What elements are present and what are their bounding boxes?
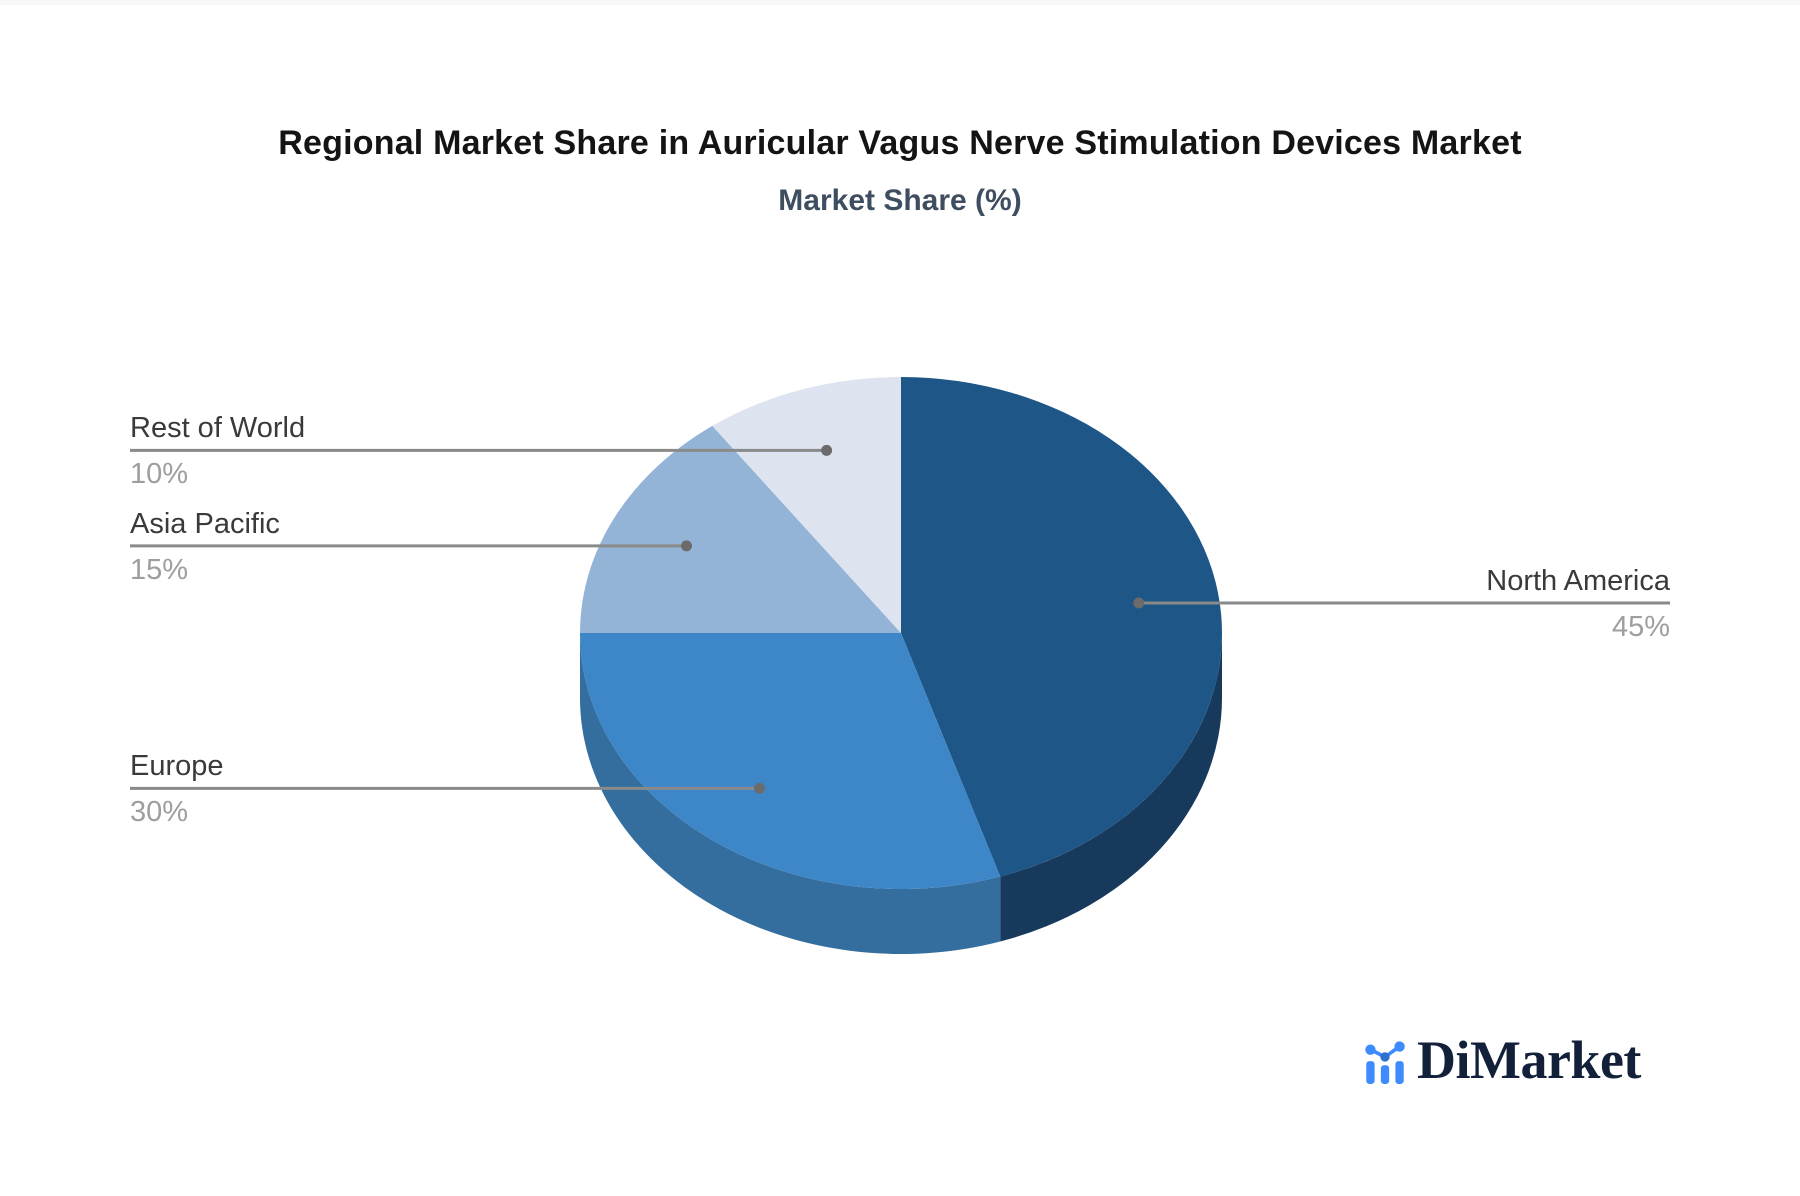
chart-title: Regional Market Share in Auricular Vagus… <box>278 124 1522 162</box>
slice-label-asia-pacific: Asia Pacific <box>130 507 280 540</box>
pie-slice-rest-of-world[interactable] <box>712 377 901 633</box>
slice-percent-north-america: 45% <box>1611 610 1670 643</box>
slice-label-europe: Europe <box>130 750 224 783</box>
page-top-edge <box>0 0 1800 5</box>
pie-slice-asia-pacific[interactable] <box>580 425 901 633</box>
slice-percent-europe: 30% <box>130 796 189 829</box>
slice-percent-asia-pacific: 15% <box>130 553 189 586</box>
leader-dot-rest-of-world <box>821 444 833 456</box>
pie-slice-side-north-america <box>1000 633 1222 942</box>
pie-slice-side-europe <box>580 633 1001 954</box>
brand-logo: DiMarket <box>1364 1030 1641 1090</box>
leader-dot-europe <box>753 782 765 794</box>
bar-line-chart-icon <box>1365 1041 1405 1084</box>
pie-slice-europe[interactable] <box>580 633 1001 889</box>
chart-subtitle: Market Share (%) <box>778 184 1022 217</box>
brand-name: DiMarket <box>1417 1030 1641 1090</box>
pie-slice-north-america[interactable] <box>901 377 1222 877</box>
slice-percent-rest-of-world: 10% <box>130 458 189 491</box>
slice-label-rest-of-world: Rest of World <box>130 412 306 445</box>
slice-label-north-america: North America <box>1486 564 1670 597</box>
leader-dot-asia-pacific <box>680 540 692 552</box>
leader-dot-north-america <box>1133 597 1145 609</box>
